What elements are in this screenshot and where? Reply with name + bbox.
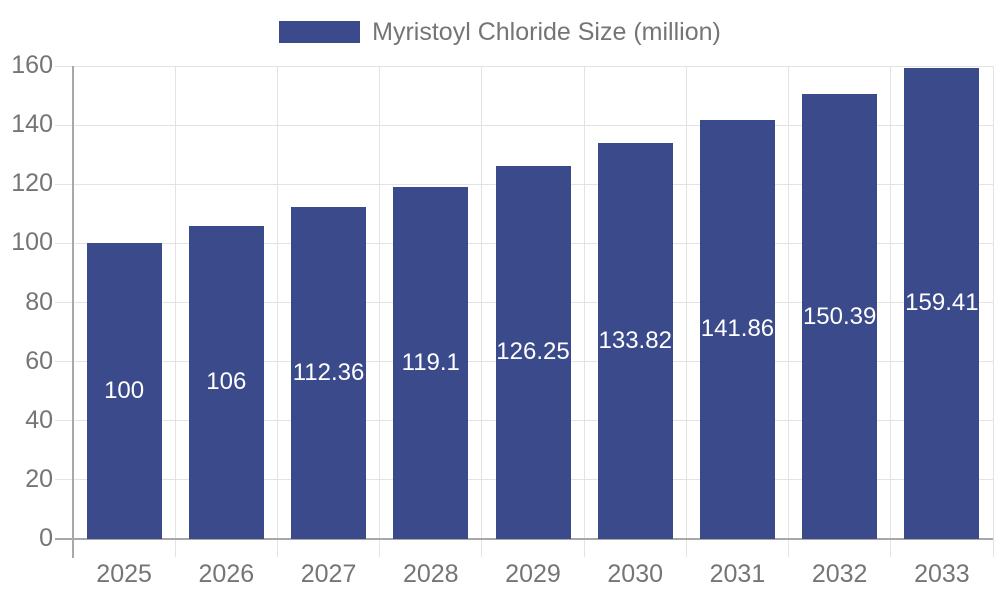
x-axis-label: 2026: [198, 560, 255, 588]
x-axis-label: 2028: [402, 560, 459, 588]
bar-2026[interactable]: 106: [188, 225, 264, 539]
gridline-horizontal: [73, 65, 993, 67]
bar-2028[interactable]: 119.1: [393, 186, 469, 539]
gridline-vertical: [685, 66, 687, 539]
gridline-vertical: [788, 66, 790, 539]
y-axis-tick: [55, 65, 73, 67]
y-axis-label: 20: [25, 464, 53, 493]
bar-2033[interactable]: 159.41: [904, 67, 980, 539]
bar-2029[interactable]: 126.25: [495, 165, 571, 539]
bar-value-label: 126.25: [496, 338, 570, 366]
x-axis-label: 2031: [709, 560, 766, 588]
y-axis-label: 40: [25, 405, 53, 434]
bar-value-label: 112.36: [292, 358, 365, 386]
x-axis-label: 2032: [811, 560, 868, 588]
gridline-horizontal: [73, 124, 993, 126]
y-axis-tick: [55, 124, 73, 126]
x-axis-label: 2027: [300, 560, 357, 588]
gridline-vertical: [481, 66, 483, 539]
y-axis-tick: [55, 302, 73, 303]
y-axis-label: 80: [25, 287, 53, 316]
bar-2031[interactable]: 141.86: [699, 119, 775, 539]
bar-value-label: 141.86: [700, 315, 775, 343]
bar-value-label: 150.39: [802, 302, 877, 330]
bar-2032[interactable]: 150.39: [802, 94, 878, 539]
x-axis-tick: [276, 539, 278, 557]
bar-value-label: 159.41: [905, 289, 979, 317]
x-axis-label: 2030: [607, 560, 664, 588]
x-axis-tick: [788, 539, 790, 557]
x-axis-line: [55, 538, 993, 540]
bar-value-label: 106: [206, 368, 247, 396]
x-axis-tick: [174, 539, 176, 557]
x-axis-tick: [890, 539, 892, 557]
gridline-vertical: [992, 66, 994, 539]
legend-swatch: [279, 21, 361, 43]
x-axis-tick: [379, 539, 381, 557]
bar-value-label: 100: [104, 377, 145, 405]
gridline-vertical: [174, 66, 176, 539]
y-axis-tick: [55, 183, 73, 185]
gridline-vertical: [890, 66, 892, 539]
bar-2030[interactable]: 133.82: [597, 143, 673, 539]
y-axis-tick: [55, 420, 73, 422]
legend[interactable]: Myristoyl Chloride Size (million): [0, 10, 1000, 54]
legend-label: Myristoyl Chloride Size (million): [372, 17, 721, 46]
x-axis-tick: [992, 539, 994, 557]
gridline-vertical: [583, 66, 585, 539]
y-axis-tick: [55, 479, 73, 481]
y-axis-label: 100: [11, 228, 53, 257]
gridline-vertical: [379, 66, 381, 539]
x-axis-label: 2033: [914, 560, 970, 588]
bar-2027[interactable]: 112.36: [291, 206, 367, 539]
y-axis-label: 60: [25, 346, 53, 375]
x-axis-label: 2029: [505, 560, 561, 588]
x-axis-label: 2025: [96, 560, 152, 588]
y-axis-label: 140: [11, 110, 53, 139]
x-axis-tick: [481, 539, 483, 557]
x-axis-tick: [583, 539, 585, 557]
bar-2025[interactable]: 100: [86, 243, 162, 539]
y-axis-label: 160: [11, 51, 53, 79]
y-axis-tick: [55, 361, 73, 363]
y-axis-line: [72, 66, 74, 558]
bar-value-label: 119.1: [401, 348, 460, 376]
y-axis-label: 0: [39, 524, 53, 552]
bar-value-label: 133.82: [598, 327, 672, 355]
x-axis-tick: [685, 539, 687, 557]
y-axis-label: 120: [11, 169, 53, 198]
y-axis-tick: [55, 242, 73, 244]
gridline-vertical: [276, 66, 278, 539]
